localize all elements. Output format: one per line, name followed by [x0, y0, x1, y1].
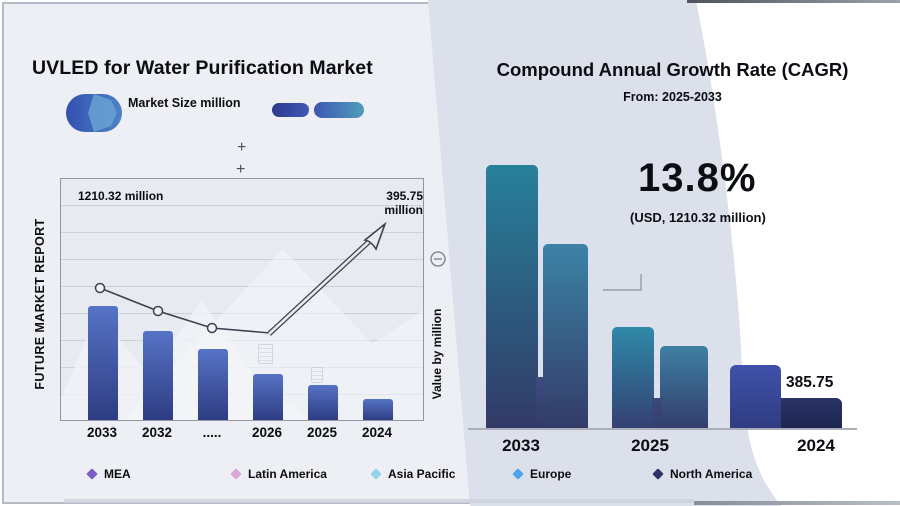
legend-item-asia-pacific: Asia Pacific [370, 467, 456, 481]
right-xlabel-2033: 2033 [502, 436, 540, 455]
logo-caption: Market Size million [128, 96, 241, 110]
legend-label: MEA [104, 467, 131, 481]
legend-label: Europe [530, 467, 572, 481]
ratio-pill-dark [272, 103, 309, 117]
left-bar-2026 [253, 374, 283, 420]
legend-label: North America [670, 467, 753, 481]
legend-label: Asia Pacific [388, 467, 456, 481]
right-xlabel-2024: 2024 [797, 436, 835, 455]
legend-label: Latin America [248, 467, 327, 481]
watermark-document-icon [311, 367, 323, 383]
left-panel-title: UVLED for Water Purification Market [32, 57, 373, 79]
left-bar-2024 [363, 399, 393, 420]
left-xlabel-.....: ..... [202, 425, 222, 440]
ratio-pill-teal [314, 102, 364, 118]
left-chart-end-value: 395.75 million [384, 189, 423, 217]
legend-diamond-icon [230, 468, 242, 480]
legend-diamond-icon [370, 468, 382, 480]
right-xlabel-2025: 2025 [631, 436, 669, 455]
legend-diamond-icon [652, 468, 664, 480]
watermark-document-icon [258, 344, 273, 364]
ratio-separator: : [307, 103, 310, 114]
plus-icon: + [236, 161, 246, 178]
left-xlabel-2033: 2033 [86, 425, 118, 440]
brand-logo-icon [66, 94, 122, 132]
legend-item-north-america: North America [652, 467, 753, 481]
left-bar-2032 [143, 331, 173, 420]
left-chart-start-value: 1210.32 million [78, 189, 164, 203]
legend-item-europe: Europe [512, 467, 572, 481]
left-bar-2025 [308, 385, 338, 420]
plus-icon: + [237, 139, 247, 156]
left-bar-..... [198, 349, 228, 420]
legend-item-mea: MEA [86, 467, 131, 481]
legend-diamond-icon [86, 468, 98, 480]
bottom-edge-shadow [64, 499, 694, 503]
left-xlabel-2026: 2026 [251, 425, 283, 440]
left-xlabel-2032: 2032 [141, 425, 173, 440]
legend-diamond-icon [512, 468, 524, 480]
left-xlabel-2025: 2025 [306, 425, 338, 440]
legend-item-latin-america: Latin America [230, 467, 327, 481]
left-xlabel-2024: 2024 [361, 425, 393, 440]
